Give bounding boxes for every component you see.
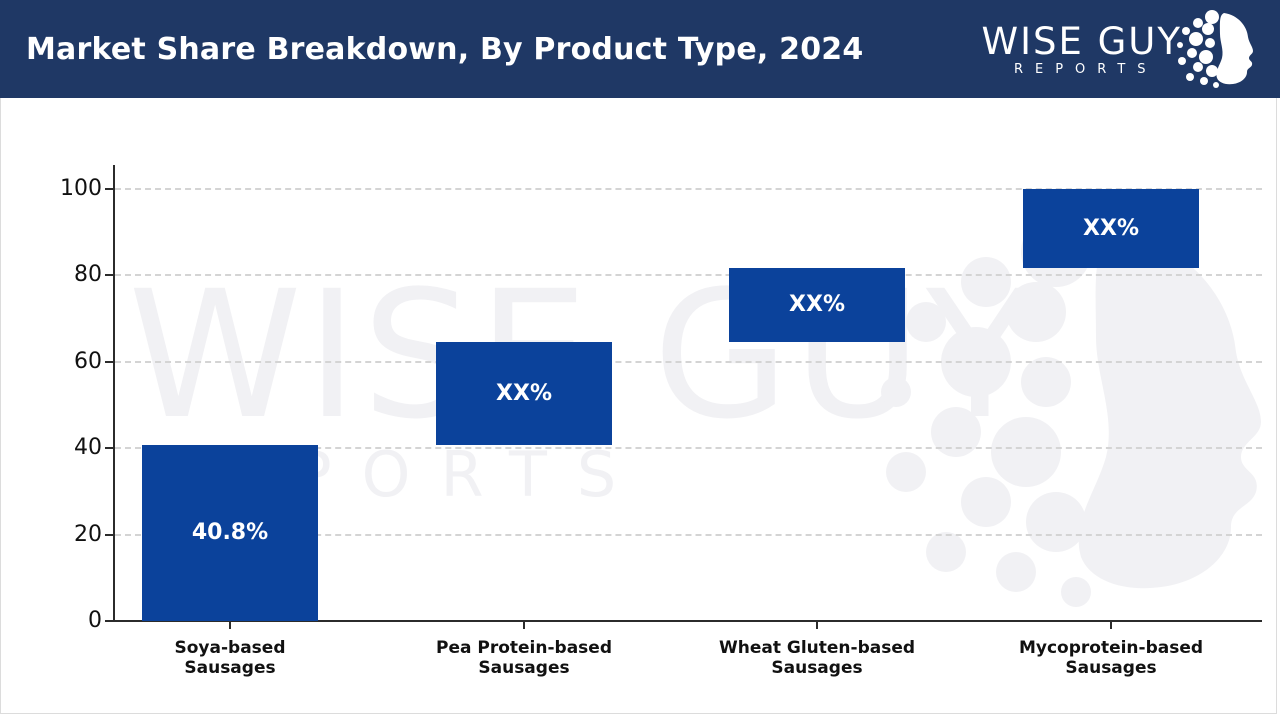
logo-reports-label: REPORTS xyxy=(1013,61,1158,77)
header-bar: Market Share Breakdown, By Product Type,… xyxy=(0,0,1280,98)
bar-value-label-0: 40.8% xyxy=(191,520,269,546)
category-label-2: Wheat Gluten-based Sausages xyxy=(718,638,916,679)
x-axis-line xyxy=(113,620,1262,622)
logo-wiseguy-label: WISE GUY xyxy=(981,19,1182,63)
y-tick-mark-40 xyxy=(105,447,113,450)
y-tick-label-100: 100 xyxy=(60,176,102,201)
x-tick-mark-2 xyxy=(816,622,818,629)
y-tick-mark-100 xyxy=(105,188,113,190)
y-tick-mark-0 xyxy=(105,620,113,622)
x-tick-mark-1 xyxy=(523,622,525,629)
gridline-80 xyxy=(115,274,1262,277)
bar-value-label-2: XX% xyxy=(789,292,845,318)
y-tick-label-60: 60 xyxy=(74,348,102,374)
gridline-40 xyxy=(115,447,1262,450)
bar-segment-1: XX% xyxy=(436,341,612,445)
x-tick-mark-3 xyxy=(1110,622,1112,629)
bar-segment-2: XX% xyxy=(729,268,905,342)
gridline-100 xyxy=(115,188,1262,190)
category-label-3: Mycoprotein-based Sausages xyxy=(1018,638,1204,679)
bar-value-label-1: XX% xyxy=(496,380,552,406)
y-axis-line xyxy=(113,165,115,622)
y-tick-label-40: 40 xyxy=(74,435,102,461)
y-tick-label-80: 80 xyxy=(74,262,102,288)
gridline-60 xyxy=(115,360,1262,363)
category-label-0: Soya-based Sausages xyxy=(174,638,286,679)
wiseguy-head-icon xyxy=(1177,10,1253,88)
gridline-20 xyxy=(115,533,1262,536)
y-tick-label-20: 20 xyxy=(74,521,102,547)
wiseguy-head-watermark-icon xyxy=(881,217,1261,607)
y-tick-label-0: 0 xyxy=(88,608,102,633)
bar-value-label-3: XX% xyxy=(1083,216,1139,242)
bar-segment-3: XX% xyxy=(1023,189,1199,269)
y-tick-mark-80 xyxy=(105,274,113,277)
y-tick-mark-20 xyxy=(105,533,113,536)
bar-segment-0: 40.8% xyxy=(142,444,318,621)
wiseguy-logo-text: WISE GUY REPORTS xyxy=(982,23,1182,76)
category-label-1: Pea Protein-based Sausages xyxy=(435,638,612,679)
page-title: Market Share Breakdown, By Product Type,… xyxy=(26,31,864,67)
x-tick-mark-0 xyxy=(229,622,231,629)
y-tick-mark-60 xyxy=(105,360,113,363)
wiseguy-logo: WISE GUY REPORTS xyxy=(982,9,1254,89)
